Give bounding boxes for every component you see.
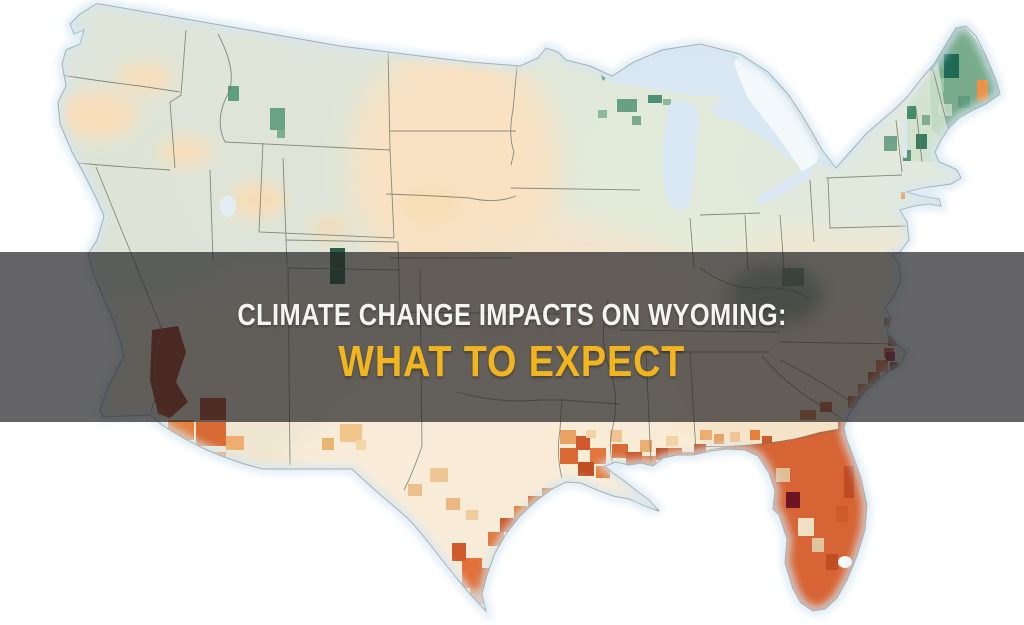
great-lakes <box>70 22 907 217</box>
banner-subtitle: WHAT TO EXPECT <box>0 340 1024 384</box>
banner-title: CLIMATE CHANGE IMPACTS ON WYOMING: <box>0 299 1024 330</box>
lake-michigan <box>662 100 701 211</box>
county-markers-new-england <box>884 24 1000 199</box>
lake-champlain <box>903 118 907 158</box>
banner-title-text: CLIMATE CHANGE IMPACTS ON WYOMING: <box>237 297 787 332</box>
lake-erie <box>755 166 814 204</box>
ontario-peninsula-canada <box>734 56 819 172</box>
title-band-overlay: CLIMATE CHANGE IMPACTS ON WYOMING: WHAT … <box>0 252 1024 422</box>
great-salt-lake <box>220 195 236 217</box>
banner-subtitle-text: WHAT TO EXPECT <box>338 337 686 386</box>
